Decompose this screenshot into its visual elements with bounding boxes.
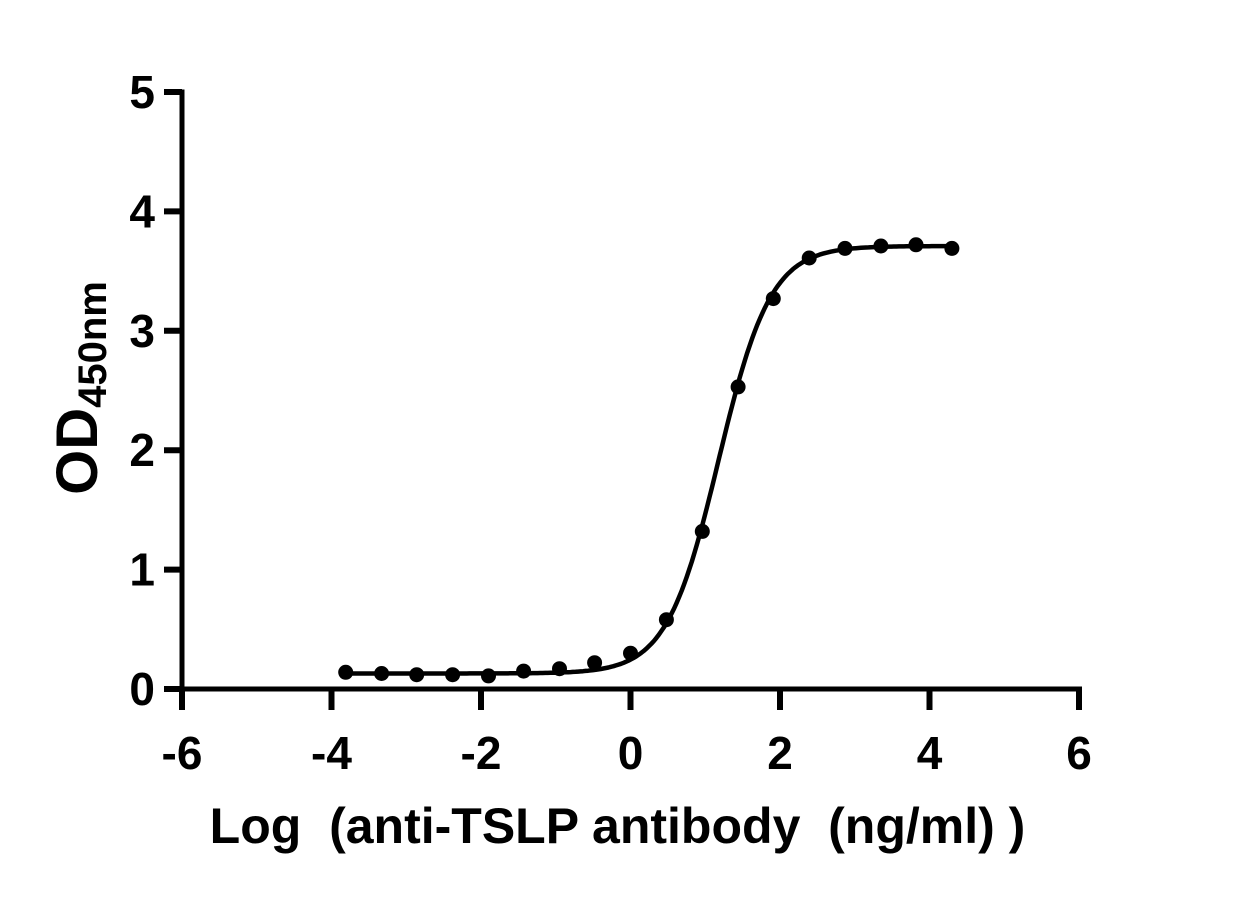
data-point xyxy=(873,238,889,254)
data-point xyxy=(552,661,567,677)
x-tick-label: 2 xyxy=(767,727,793,779)
y-axis-title-subscript: 450nm xyxy=(71,281,115,408)
data-point xyxy=(481,668,496,684)
y-axis-title: OD450nm xyxy=(45,281,115,495)
y-tick-label: 0 xyxy=(129,663,155,715)
x-axis-title: Log (anti-TSLP antibody (ng/ml) ) xyxy=(209,798,1026,854)
data-point xyxy=(658,612,674,628)
x-tick-label: -6 xyxy=(162,727,203,779)
y-axis-title-main: OD xyxy=(45,407,110,495)
data-point xyxy=(374,666,390,681)
data-point xyxy=(338,664,354,680)
data-point xyxy=(445,667,461,683)
x-tick-label: 6 xyxy=(1066,727,1092,779)
fit-curve xyxy=(343,243,955,676)
data-point xyxy=(730,379,746,395)
data-point xyxy=(765,291,781,307)
data-point xyxy=(944,240,960,256)
data-point xyxy=(516,663,532,679)
y-tick-label: 4 xyxy=(129,185,155,237)
data-point xyxy=(837,240,853,256)
data-point xyxy=(908,237,924,253)
data-point xyxy=(623,645,638,661)
x-tick-label: 0 xyxy=(618,727,644,779)
x-tick-label: -4 xyxy=(311,727,352,779)
y-tick-label: 2 xyxy=(129,424,155,476)
data-point xyxy=(587,655,603,671)
data-point xyxy=(409,667,425,683)
data-point xyxy=(694,523,710,539)
y-tick-label: 1 xyxy=(129,544,155,596)
y-tick-label: 3 xyxy=(129,305,155,357)
x-tick-label: 4 xyxy=(917,727,943,779)
data-point xyxy=(801,250,817,266)
x-tick-label: -2 xyxy=(461,727,502,779)
y-tick-label: 5 xyxy=(129,66,155,118)
